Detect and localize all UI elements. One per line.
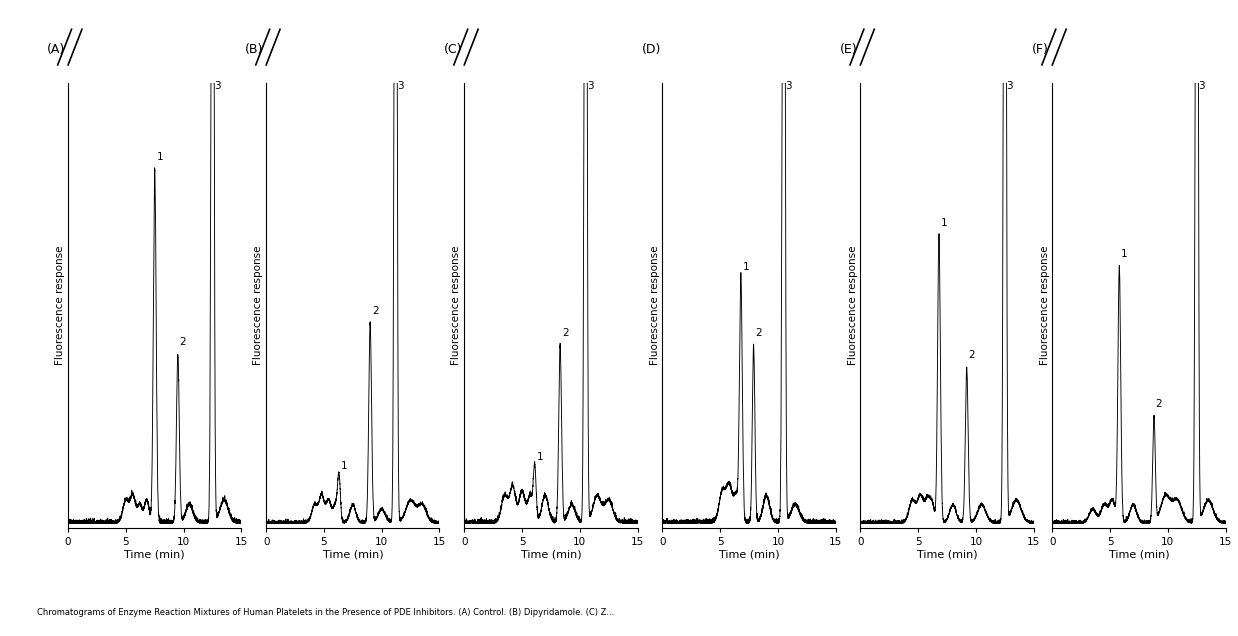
Text: (A): (A) xyxy=(47,43,66,56)
Text: Chromatograms of Enzyme Reaction Mixtures of Human Platelets in the Presence of : Chromatograms of Enzyme Reaction Mixture… xyxy=(37,608,614,617)
X-axis label: Time (min): Time (min) xyxy=(719,550,779,560)
X-axis label: Time (min): Time (min) xyxy=(323,550,383,560)
X-axis label: Time (min): Time (min) xyxy=(1109,550,1169,560)
Text: 1: 1 xyxy=(743,262,749,272)
Text: (E): (E) xyxy=(839,43,857,56)
Text: (B): (B) xyxy=(245,43,264,56)
Text: 3: 3 xyxy=(397,81,404,92)
Text: 1: 1 xyxy=(1122,249,1128,259)
X-axis label: Time (min): Time (min) xyxy=(917,550,977,560)
Text: 2: 2 xyxy=(180,337,186,347)
Y-axis label: Fluorescence response: Fluorescence response xyxy=(452,245,462,365)
Text: 3: 3 xyxy=(214,81,220,92)
Text: 3: 3 xyxy=(587,81,594,92)
Text: 2: 2 xyxy=(562,328,568,338)
Text: 1: 1 xyxy=(941,218,947,228)
Y-axis label: Fluorescence response: Fluorescence response xyxy=(848,245,858,365)
Text: 2: 2 xyxy=(755,328,761,338)
Y-axis label: Fluorescence response: Fluorescence response xyxy=(650,245,660,365)
Text: (D): (D) xyxy=(641,43,661,56)
Y-axis label: Fluorescence response: Fluorescence response xyxy=(254,245,264,365)
Text: 3: 3 xyxy=(1006,81,1013,92)
Text: (F): (F) xyxy=(1031,43,1049,56)
Text: 3: 3 xyxy=(785,81,792,92)
X-axis label: Time (min): Time (min) xyxy=(125,550,184,560)
Text: (C): (C) xyxy=(443,43,462,56)
X-axis label: Time (min): Time (min) xyxy=(521,550,581,560)
Text: 1: 1 xyxy=(156,152,163,162)
Y-axis label: Fluorescence response: Fluorescence response xyxy=(56,245,66,365)
Text: 1: 1 xyxy=(340,460,348,471)
Text: 3: 3 xyxy=(1198,81,1205,92)
Text: 1: 1 xyxy=(536,452,543,462)
Y-axis label: Fluorescence response: Fluorescence response xyxy=(1040,245,1050,365)
Text: 2: 2 xyxy=(968,350,976,361)
Text: 2: 2 xyxy=(1156,399,1162,409)
Text: 2: 2 xyxy=(371,307,379,316)
